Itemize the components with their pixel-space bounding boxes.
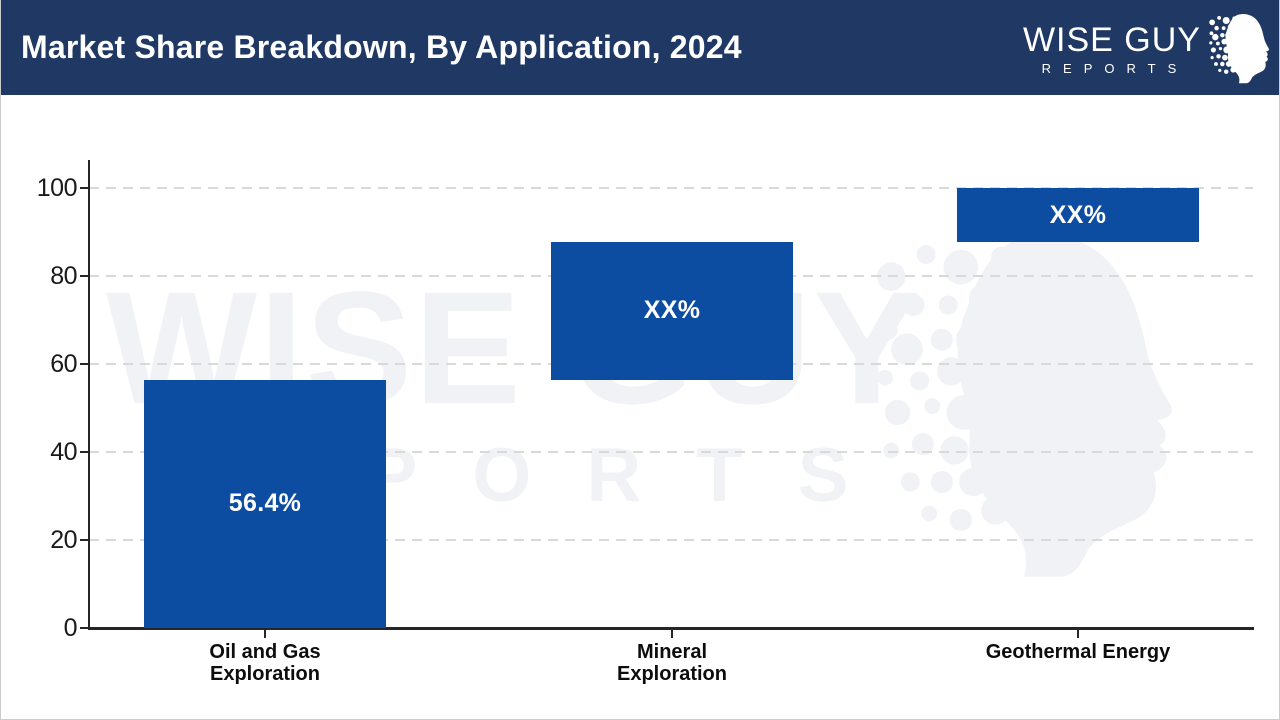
gridline-100 [89, 187, 1253, 189]
y-axis-label-100: 100 [36, 174, 78, 202]
bar-value-label-mineral-exploration: XX% [643, 296, 701, 325]
category-label-oil-and-gas-exploration: Oil and Gas Exploration [105, 641, 425, 685]
y-axis-tick-80 [80, 275, 88, 277]
gridline-40 [89, 451, 1253, 453]
x-axis-line [88, 627, 1254, 630]
bar-mineral-exploration: XX% [551, 242, 793, 380]
y-axis-label-0: 0 [63, 614, 78, 642]
y-axis-tick-20 [80, 539, 88, 541]
logo-text: WISE GUY REPORTS [1023, 21, 1201, 76]
category-label-mineral-exploration: Mineral Exploration [512, 641, 832, 685]
y-axis-label-20: 20 [50, 526, 77, 554]
wise-guy-reports-logo: WISE GUY REPORTS [1023, 8, 1271, 88]
category-label-line: Geothermal Energy [985, 641, 1171, 663]
header-bar: Market Share Breakdown, By Application, … [1, 0, 1279, 95]
y-axis-tick-60 [80, 363, 88, 365]
y-axis-spine [88, 160, 90, 629]
gridline-20 [89, 539, 1253, 541]
category-label-geothermal-energy: Geothermal Energy [918, 641, 1238, 663]
x-axis-tick-oil-and-gas-exploration [264, 630, 266, 638]
bar-value-label-geothermal-energy: XX% [1049, 200, 1107, 229]
category-label-line: Oil and Gas [209, 641, 321, 663]
y-axis-label-40: 40 [50, 438, 77, 466]
category-label-line: Mineral [636, 641, 708, 663]
y-axis-tick-40 [80, 451, 88, 453]
category-label-line: Exploration [209, 663, 320, 685]
bar-value-label-oil-and-gas-exploration: 56.4% [228, 489, 302, 518]
bar-geothermal-energy: XX% [957, 188, 1199, 243]
page-title: Market Share Breakdown, By Application, … [21, 29, 742, 65]
logo-reports-text: REPORTS [1041, 60, 1189, 76]
category-label-line: Exploration [616, 663, 727, 685]
y-axis-label-80: 80 [50, 262, 77, 290]
y-axis-label-60: 60 [50, 350, 77, 378]
bar-oil-and-gas-exploration: 56.4% [144, 379, 386, 628]
x-axis-tick-mineral-exploration [671, 630, 673, 638]
y-axis-tick-100 [80, 187, 88, 189]
logo-wiseguy-text: WISE GUY [1022, 20, 1201, 59]
y-axis-tick-0 [80, 627, 88, 629]
x-axis-tick-geothermal-energy [1077, 630, 1079, 638]
